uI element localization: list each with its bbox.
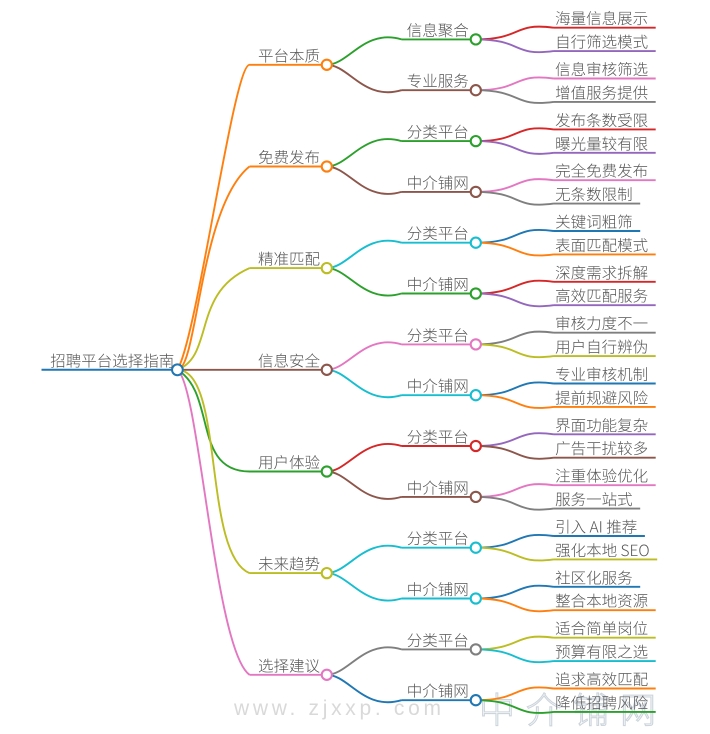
- svg-text:强化本地 SEO: 强化本地 SEO: [555, 539, 650, 561]
- svg-text:适合简单岗位: 适合简单岗位: [555, 617, 648, 639]
- svg-text:深度需求拆解: 深度需求拆解: [555, 261, 648, 283]
- svg-text:服务一站式: 服务一站式: [555, 488, 633, 510]
- svg-text:分类平台: 分类平台: [407, 222, 469, 244]
- svg-text:选择建议: 选择建议: [258, 654, 321, 676]
- svg-text:用户体验: 用户体验: [258, 451, 321, 473]
- svg-text:自行筛选模式: 自行筛选模式: [555, 31, 648, 53]
- svg-text:增值服务提供: 增值服务提供: [555, 81, 648, 103]
- svg-text:分类平台: 分类平台: [407, 527, 469, 549]
- svg-text:免费发布: 免费发布: [258, 146, 320, 168]
- svg-text:广告干扰较多: 广告干扰较多: [555, 437, 648, 459]
- svg-text:审核力度不一: 审核力度不一: [555, 312, 648, 334]
- svg-text:分类平台: 分类平台: [407, 426, 469, 448]
- svg-text:信息审核筛选: 信息审核筛选: [555, 58, 648, 80]
- svg-text:中介铺网: 中介铺网: [407, 578, 469, 600]
- svg-text:用户自行辨伪: 用户自行辨伪: [555, 336, 648, 358]
- svg-text:海量信息展示: 海量信息展示: [555, 7, 648, 29]
- svg-text:社区化服务: 社区化服务: [555, 566, 633, 588]
- svg-text:曝光量较有限: 曝光量较有限: [555, 132, 648, 154]
- svg-text:追求高效匹配: 追求高效匹配: [555, 668, 648, 690]
- svg-text:精准匹配: 精准匹配: [258, 248, 320, 270]
- svg-text:中介铺网: 中介铺网: [407, 375, 469, 397]
- svg-text:招聘平台选择指南: 招聘平台选择指南: [50, 349, 174, 371]
- svg-text:平台本质: 平台本质: [258, 44, 320, 66]
- svg-text:中介铺网: 中介铺网: [407, 273, 469, 295]
- svg-text:未来趋势: 未来趋势: [258, 553, 320, 575]
- svg-text:分类平台: 分类平台: [407, 121, 469, 143]
- svg-text:预算有限之选: 预算有限之选: [555, 641, 648, 663]
- svg-text:提前规避风险: 提前规避风险: [555, 386, 649, 408]
- svg-text:信息安全: 信息安全: [258, 349, 321, 371]
- svg-text:注重体验优化: 注重体验优化: [555, 465, 648, 487]
- svg-text:整合本地资源: 整合本地资源: [555, 590, 648, 612]
- svg-text:表面匹配模式: 表面匹配模式: [555, 234, 648, 256]
- svg-text:专业审核机制: 专业审核机制: [555, 363, 648, 385]
- svg-text:完全免费发布: 完全免费发布: [555, 160, 648, 182]
- svg-text:信息聚合: 信息聚合: [407, 19, 469, 41]
- svg-text:界面功能复杂: 界面功能复杂: [555, 414, 648, 436]
- svg-text:中介铺网: 中介铺网: [407, 171, 469, 193]
- svg-text:中介铺网: 中介铺网: [407, 476, 469, 498]
- svg-text:引入 AI 推荐: 引入 AI 推荐: [555, 516, 637, 538]
- svg-text:关键词粗筛: 关键词粗筛: [555, 211, 633, 233]
- svg-text:分类平台: 分类平台: [407, 629, 469, 651]
- svg-text:专业服务: 专业服务: [407, 70, 469, 92]
- svg-text:分类平台: 分类平台: [407, 324, 469, 346]
- svg-text:无条数限制: 无条数限制: [555, 183, 633, 205]
- svg-text:降低招聘风险: 降低招聘风险: [555, 691, 649, 713]
- svg-text:高效匹配服务: 高效匹配服务: [555, 285, 648, 307]
- svg-text:中介铺网: 中介铺网: [407, 680, 469, 702]
- svg-text:发布条数受限: 发布条数受限: [555, 109, 648, 131]
